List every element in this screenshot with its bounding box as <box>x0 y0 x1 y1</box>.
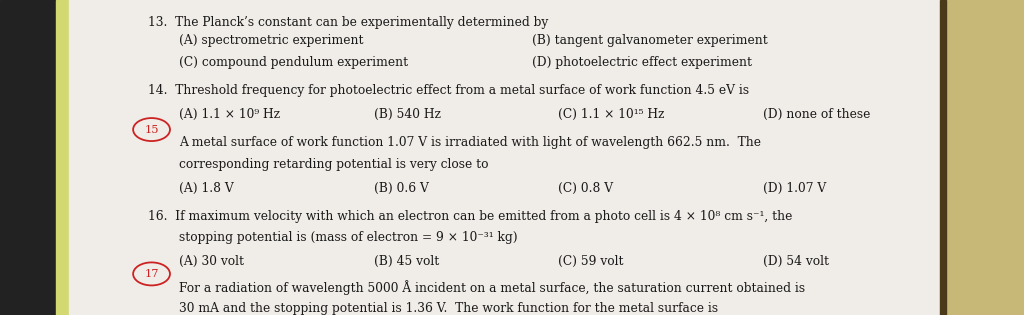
Bar <box>56 0 69 315</box>
Text: (A) spectrometric experiment: (A) spectrometric experiment <box>179 34 364 47</box>
Text: (D) none of these: (D) none of these <box>763 108 870 121</box>
Text: 14.  Threshold frequency for photoelectric effect from a metal surface of work f: 14. Threshold frequency for photoelectri… <box>148 83 750 96</box>
Text: (B) tangent galvanometer experiment: (B) tangent galvanometer experiment <box>532 34 768 47</box>
Text: (B) 540 Hz: (B) 540 Hz <box>374 108 440 121</box>
Text: 16.  If maximum velocity with which an electron can be emitted from a photo cell: 16. If maximum velocity with which an el… <box>148 209 793 222</box>
Text: 30 mA and the stopping potential is 1.36 V.  The work function for the metal sur: 30 mA and the stopping potential is 1.36… <box>179 302 718 315</box>
Text: (D) 54 volt: (D) 54 volt <box>763 255 828 268</box>
Text: (C) 1.1 × 10¹⁵ Hz: (C) 1.1 × 10¹⁵ Hz <box>558 108 665 121</box>
Text: For a radiation of wavelength 5000 Å incident on a metal surface, the saturation: For a radiation of wavelength 5000 Å inc… <box>179 280 805 295</box>
Text: stopping potential is (mass of electron = 9 × 10⁻³¹ kg): stopping potential is (mass of electron … <box>179 232 518 244</box>
Text: (D) 1.07 V: (D) 1.07 V <box>763 182 826 195</box>
Bar <box>944 0 1024 315</box>
Text: (D) photoelectric effect experiment: (D) photoelectric effect experiment <box>532 56 753 69</box>
Bar <box>940 0 946 315</box>
Text: 17: 17 <box>144 269 159 279</box>
Text: (B) 45 volt: (B) 45 volt <box>374 255 439 268</box>
Text: (C) compound pendulum experiment: (C) compound pendulum experiment <box>179 56 409 69</box>
Text: (A) 30 volt: (A) 30 volt <box>179 255 244 268</box>
Text: (C) 59 volt: (C) 59 volt <box>558 255 624 268</box>
Text: (C) 0.8 V: (C) 0.8 V <box>558 182 613 195</box>
Text: (A) 1.1 × 10⁹ Hz: (A) 1.1 × 10⁹ Hz <box>179 108 281 121</box>
Bar <box>0 0 61 315</box>
Text: corresponding retarding potential is very close to: corresponding retarding potential is ver… <box>179 158 488 170</box>
Text: 15: 15 <box>144 124 159 135</box>
Text: 13.  The Planck’s constant can be experimentally determined by: 13. The Planck’s constant can be experim… <box>148 16 549 29</box>
Text: (B) 0.6 V: (B) 0.6 V <box>374 182 429 195</box>
Bar <box>69 0 944 315</box>
Text: (A) 1.8 V: (A) 1.8 V <box>179 182 233 195</box>
Text: A metal surface of work function 1.07 V is irradiated with light of wavelength 6: A metal surface of work function 1.07 V … <box>179 135 761 149</box>
